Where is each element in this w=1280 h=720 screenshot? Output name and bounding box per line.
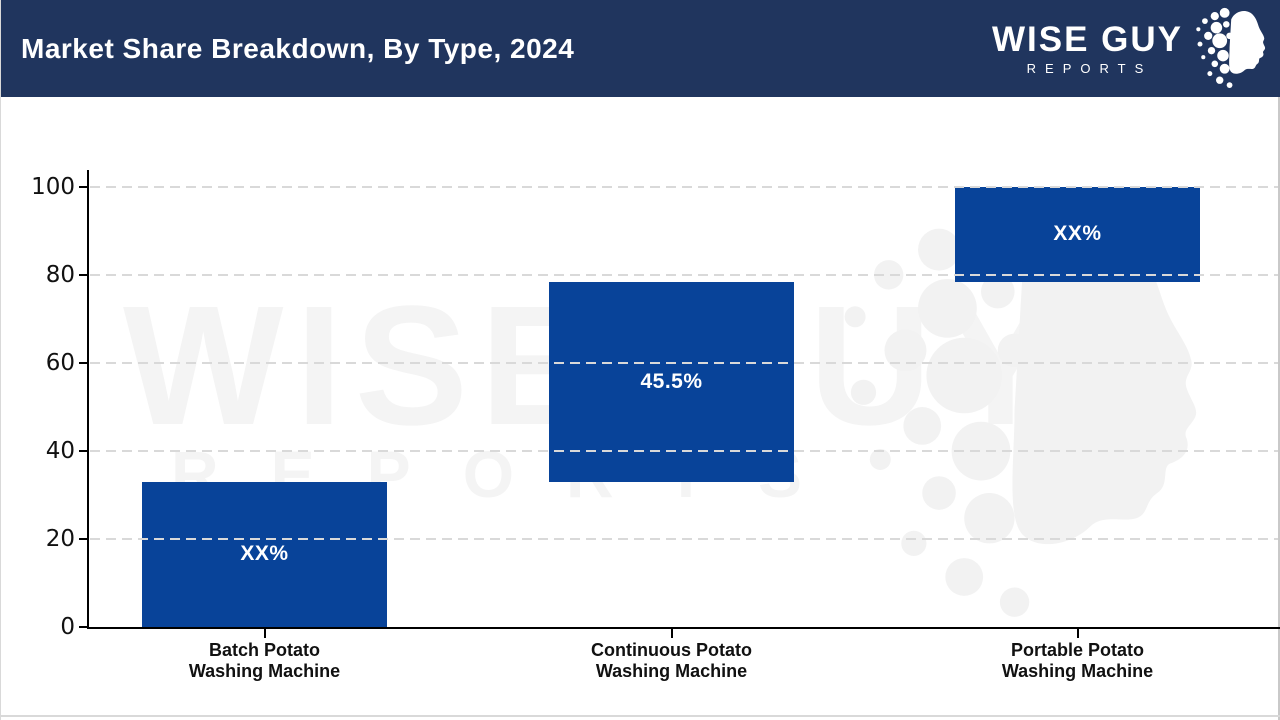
y-tick-label-20: 20 bbox=[45, 526, 75, 552]
x-category-label-1: Batch Potato Washing Machine bbox=[188, 640, 341, 682]
logo-wordmark: WISE GUY bbox=[991, 19, 1183, 59]
y-tick-label-60: 60 bbox=[45, 350, 75, 376]
y-tick-mark-60 bbox=[79, 362, 88, 364]
bar-segment-2: 45.5% bbox=[549, 281, 794, 482]
bar-value-label: 45.5% bbox=[640, 369, 703, 393]
y-tick-label-0: 0 bbox=[60, 614, 75, 640]
logo-subtitle: REPORTS bbox=[1026, 60, 1153, 76]
gridline-100 bbox=[90, 186, 1278, 188]
bar-segment-1: XX% bbox=[142, 481, 387, 627]
y-tick-label-80: 80 bbox=[45, 262, 75, 288]
header-bar: Market Share Breakdown, By Type, 2024 WI… bbox=[1, 0, 1280, 97]
x-tick-mark-2 bbox=[670, 629, 673, 638]
y-axis-spine bbox=[87, 170, 89, 629]
y-tick-mark-20 bbox=[79, 538, 88, 540]
x-tick-mark-1 bbox=[263, 629, 266, 638]
gridline-60 bbox=[90, 362, 1278, 364]
gridline-80 bbox=[90, 274, 1278, 276]
y-tick-label-100: 100 bbox=[31, 174, 75, 200]
gridline-20 bbox=[90, 538, 1278, 540]
y-tick-label-40: 40 bbox=[45, 438, 75, 464]
y-tick-mark-40 bbox=[79, 450, 88, 452]
y-tick-mark-80 bbox=[79, 274, 88, 276]
bar-value-label: XX% bbox=[240, 542, 289, 566]
wise-guy-logo: WISE GUY REPORTS bbox=[992, 7, 1269, 91]
bar-value-label: XX% bbox=[1053, 222, 1102, 246]
logo-text: WISE GUY REPORTS bbox=[992, 22, 1183, 76]
x-tick-mark-3 bbox=[1076, 629, 1079, 638]
y-tick-mark-0 bbox=[79, 626, 88, 628]
logo-head-icon bbox=[1196, 7, 1266, 88]
y-tick-mark-100 bbox=[79, 186, 88, 188]
x-axis-spine bbox=[87, 627, 1280, 629]
chart-title: Market Share Breakdown, By Type, 2024 bbox=[21, 32, 575, 64]
plot-area: 0 20 40 60 80 100 XX% 45.5% XX% Batch Potato Wash… bbox=[1, 97, 1280, 720]
bar-segment-3: XX% bbox=[955, 187, 1200, 282]
figure-bottom-border bbox=[1, 715, 1280, 717]
gridline-40 bbox=[90, 450, 1278, 452]
x-category-label-2: Continuous Potato Washing Machine bbox=[591, 640, 752, 682]
x-category-label-3: Portable Potato Washing Machine bbox=[1001, 640, 1154, 682]
